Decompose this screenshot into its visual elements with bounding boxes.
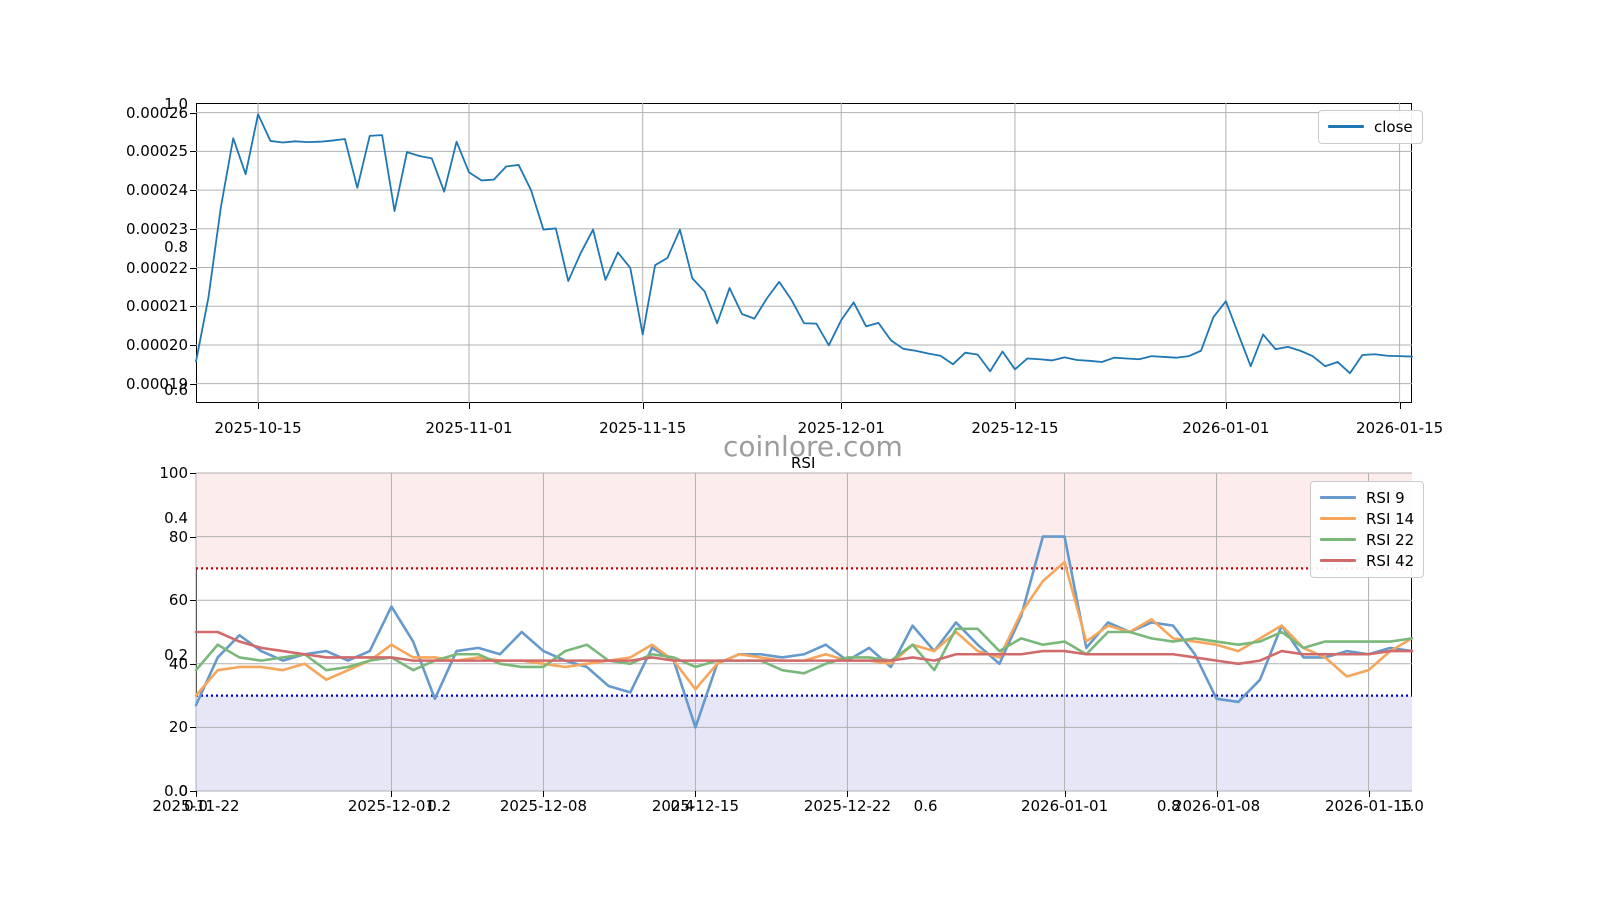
rsi-y-tickmark <box>190 727 196 729</box>
rsi-legend-label: RSI 9 <box>1366 488 1405 507</box>
rsi-y-tickmark <box>190 663 196 665</box>
rsi-x-tickmark <box>391 791 393 797</box>
price-x-tick: 2025-11-01 <box>425 419 513 437</box>
price-y-tickmark <box>190 228 196 230</box>
rsi-title: RSI <box>791 454 816 472</box>
rsi-x-tickmark <box>1368 791 1370 797</box>
price-x-tickmark <box>1014 403 1016 409</box>
rsi-legend[interactable]: RSI 9 RSI 14 RSI 22 RSI 42 <box>1310 481 1425 578</box>
price-x-tick: 2025-10-15 <box>214 419 302 437</box>
price-overlay-y-tick: 1.0 <box>164 95 188 113</box>
rsi-y-tickmark <box>190 791 196 792</box>
price-x-tick: 2026-01-15 <box>1355 419 1444 437</box>
price-legend[interactable]: close <box>1318 110 1423 144</box>
price-overlay-y-tick: 0.8 <box>164 238 188 256</box>
rsi-y-tickmark <box>190 600 196 602</box>
rsi-legend-label: RSI 42 <box>1366 551 1415 570</box>
price-y-tick: 0.00025 <box>125 142 188 161</box>
rsi-overlay-x-tick: 0.4 <box>670 797 695 815</box>
rsi-legend-item[interactable]: RSI 42 <box>1320 550 1414 571</box>
price-x-tickmark <box>1225 403 1227 409</box>
rsi-x-tickmark <box>1216 791 1218 797</box>
price-y-tick: 0.00026 <box>125 103 188 122</box>
rsi-x-tickmark <box>847 791 849 797</box>
price-y-tickmark <box>190 112 196 114</box>
rsi-legend-label: RSI 22 <box>1366 530 1415 549</box>
rsi-overlay-x-tick: 0.0 <box>184 797 208 815</box>
rsi-x-tickmark <box>196 791 197 797</box>
rsi-x-tick: 2025-11-22 <box>152 797 240 815</box>
rsi-x-tickmark <box>1064 791 1066 797</box>
price-chart-panel: 0.00019 0.00020 0.00021 0.00022 0.00023 0.000… <box>125 95 1444 437</box>
rsi-y-tickmark <box>190 536 196 538</box>
price-y-tick: 0.00019 <box>125 374 188 393</box>
rsi-overlay-y-tick: 0.0 <box>164 782 188 800</box>
rsi-overlay-x-tick: 1.0 <box>1400 797 1424 815</box>
rsi-y-tick: 40 <box>168 654 188 673</box>
rsi-y-tick: 20 <box>168 718 188 737</box>
rsi-x-tick: 2026-01-08 <box>1172 797 1261 815</box>
price-x-tick: 2025-12-15 <box>971 419 1059 437</box>
price-y-tickmark <box>190 151 196 153</box>
price-x-tickmark <box>469 403 470 409</box>
price-series-svg <box>195 103 1413 403</box>
rsi-x-tick: 2026-01-01 <box>1020 797 1109 815</box>
rsi-x-tickmark <box>695 791 697 797</box>
price-x-tickmark <box>1399 403 1401 409</box>
price-y-tick: 0.00023 <box>125 219 188 238</box>
watermark: coinlore.com <box>723 430 903 463</box>
rsi-legend-label: RSI 14 <box>1366 509 1415 528</box>
legend-line-icon <box>1320 516 1356 521</box>
rsi-x-tick: 2026-01-15 <box>1324 797 1413 815</box>
legend-line-icon <box>1328 125 1364 128</box>
rsi-x-tick: 2025-12-15 <box>651 797 740 815</box>
price-y-tickmark <box>190 344 196 346</box>
rsi-overlay-x-tick: 0.2 <box>427 797 452 815</box>
rsi-overlay-y-tick: 0.2 <box>164 646 188 664</box>
rsi-x-tick: 2025-12-22 <box>803 797 892 815</box>
price-x-tickmark <box>258 403 259 409</box>
price-x-tick: 2025-11-15 <box>599 419 687 437</box>
legend-line-icon <box>1320 537 1356 542</box>
rsi-overlay-y-tick: 0.4 <box>164 509 188 527</box>
rsi-y-tick: 60 <box>168 591 188 610</box>
price-x-tick: 2025-12-01 <box>797 419 885 437</box>
rsi-x-tickmark <box>543 791 545 797</box>
rsi-y-tickmark <box>190 473 196 474</box>
price-y-tickmark <box>190 383 196 385</box>
price-y-tickmark <box>190 190 196 192</box>
rsi-y-tick: 0 <box>178 782 188 800</box>
price-overlay-y-tick: 0.6 <box>164 381 188 399</box>
price-y-tick: 0.00022 <box>125 258 188 277</box>
rsi-legend-item[interactable]: RSI 22 <box>1320 529 1414 550</box>
price-y-tickmark <box>190 306 196 308</box>
rsi-y-tick: 80 <box>168 527 188 546</box>
price-legend-item[interactable]: close <box>1328 116 1413 137</box>
price-x-tickmark <box>841 403 843 409</box>
price-y-tick: 0.00024 <box>125 181 188 200</box>
rsi-overlay-x-tick: 0.6 <box>913 797 938 815</box>
price-legend-label: close <box>1374 117 1413 136</box>
legend-line-icon <box>1320 495 1356 500</box>
rsi-y-tick: 100 <box>159 464 188 482</box>
price-x-tick: 2026-01-01 <box>1182 419 1270 437</box>
price-plot-area <box>196 103 1412 403</box>
rsi-legend-item[interactable]: RSI 14 <box>1320 508 1414 529</box>
price-y-tick: 0.00021 <box>125 297 188 316</box>
rsi-overlay-x-tick: 0.8 <box>1156 797 1181 815</box>
rsi-x-tick: 2025-12-08 <box>499 797 588 815</box>
price-y-tick: 0.00020 <box>125 335 188 354</box>
price-y-tickmark <box>190 267 196 269</box>
legend-line-icon <box>1320 558 1356 563</box>
rsi-legend-item[interactable]: RSI 9 <box>1320 487 1414 508</box>
price-x-tickmark <box>642 403 644 409</box>
rsi-x-tick: 2025-12-01 <box>347 797 436 815</box>
